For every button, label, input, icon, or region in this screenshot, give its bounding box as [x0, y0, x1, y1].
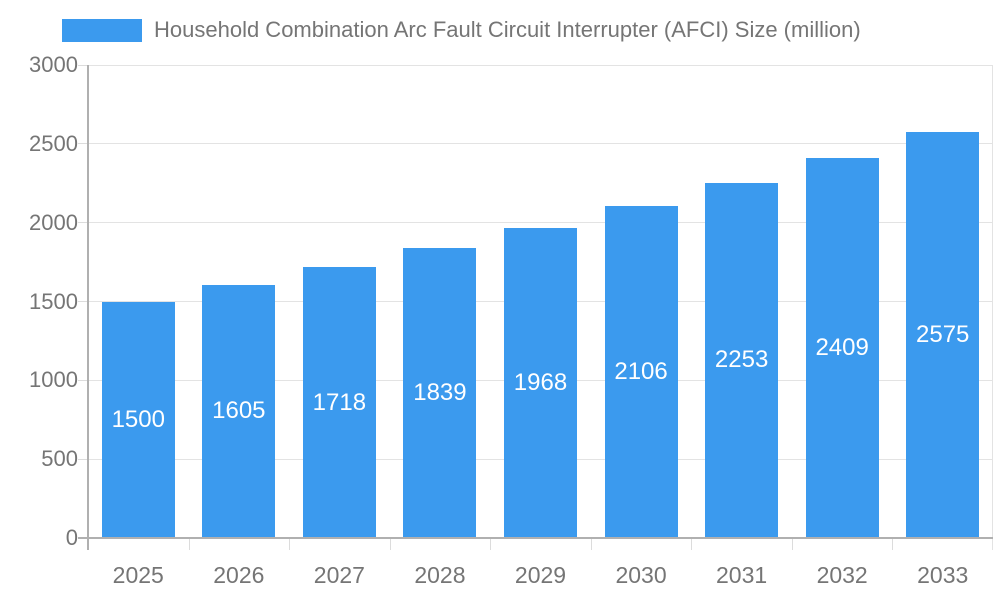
x-axis-label: 2029: [514, 562, 567, 588]
bar-value-label: 2253: [714, 346, 769, 374]
x-axis-label: 2028: [414, 562, 466, 588]
bar-value-label: 2575: [916, 320, 970, 348]
x-axis-tick: [791, 538, 793, 550]
y-axis-tick: [78, 458, 88, 460]
bar-value-label: 2409: [815, 334, 869, 362]
plot-right-border: [992, 65, 993, 550]
y-axis-tick: [78, 64, 88, 66]
x-axis-tick: [490, 538, 492, 550]
y-axis-tick: [78, 379, 88, 381]
bar: 2409: [805, 158, 879, 538]
y-axis-label: 2000: [29, 209, 78, 235]
bar: 2575: [906, 132, 980, 538]
legend-item[interactable]: Household Combination Arc Fault Circuit …: [62, 17, 861, 43]
bar-value-label: 2106: [614, 357, 668, 385]
y-axis-label: 3000: [29, 52, 78, 77]
x-axis-label: 2027: [313, 562, 365, 588]
x-axis-tick: [590, 538, 592, 550]
bar-value-label: 1839: [413, 379, 467, 407]
gridline: [88, 64, 993, 66]
y-axis-tick: [78, 143, 88, 145]
x-axis-label: 2025: [112, 562, 164, 588]
bar: 2253: [705, 182, 779, 538]
gridline: [88, 143, 993, 145]
x-axis-label: 2031: [716, 562, 768, 588]
x-axis-tick: [289, 538, 291, 550]
legend-swatch: [62, 18, 142, 42]
bar: 1968: [504, 227, 577, 538]
bar-value-label: 1718: [312, 388, 367, 416]
x-axis-label: 2026: [213, 562, 265, 588]
y-axis-label: 2500: [29, 130, 78, 156]
legend-label: Household Combination Arc Fault Circuit …: [154, 17, 861, 42]
y-axis-tick: [78, 222, 88, 224]
bar-value-label: 1500: [111, 405, 165, 433]
y-axis-line: [87, 65, 89, 550]
x-axis-tick: [691, 538, 693, 550]
y-axis-label: 500: [41, 446, 78, 472]
x-axis-label: 2030: [615, 562, 667, 588]
bar: 1500: [101, 301, 175, 538]
x-axis-label: 2033: [917, 562, 969, 588]
bar: 2106: [604, 205, 678, 538]
bar: 1605: [202, 284, 276, 538]
y-axis-label: 1000: [29, 367, 78, 393]
y-axis-label: 1500: [29, 288, 78, 314]
x-axis-tick: [188, 538, 190, 550]
y-axis-label: 0: [65, 525, 78, 550]
bar-value-label: 1605: [212, 397, 266, 425]
x-axis-tick: [892, 538, 894, 550]
x-axis-tick: [389, 538, 391, 550]
x-axis-line: [78, 537, 993, 539]
y-axis-tick: [78, 301, 88, 302]
bar-value-label: 1968: [513, 368, 568, 396]
gridline: [88, 222, 993, 224]
bar: 1839: [403, 248, 477, 538]
bar: 1718: [302, 267, 376, 538]
x-axis-label: 2032: [816, 562, 868, 588]
